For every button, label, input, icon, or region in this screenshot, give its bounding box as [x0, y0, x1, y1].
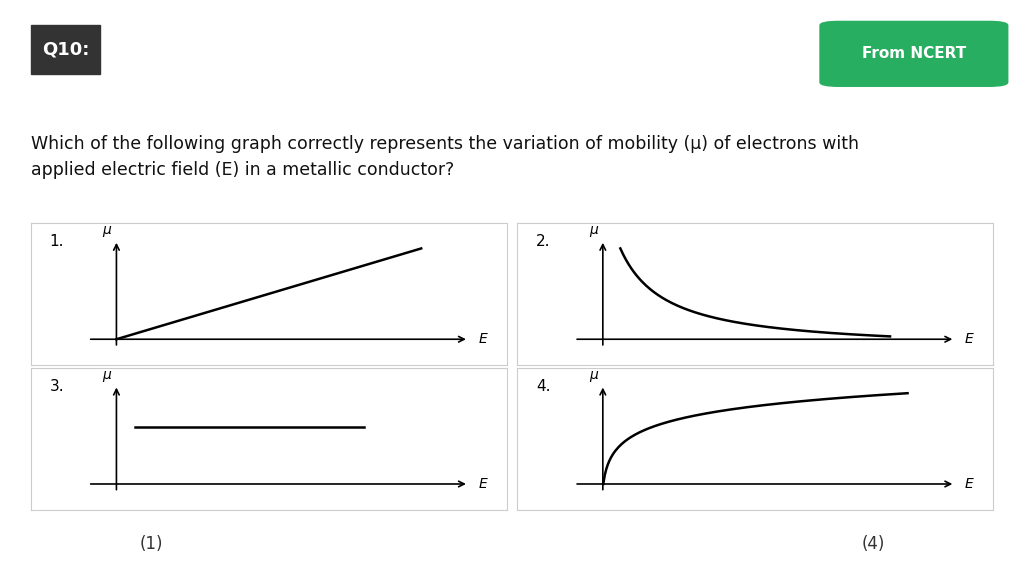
Text: μ: μ: [589, 223, 598, 237]
Text: 3.: 3.: [50, 379, 65, 394]
Text: Q10:: Q10:: [42, 41, 89, 59]
Text: 4.: 4.: [537, 379, 551, 394]
FancyBboxPatch shape: [820, 21, 1008, 86]
Text: E: E: [478, 332, 487, 346]
Text: (1): (1): [139, 535, 163, 554]
Text: Which of the following graph correctly represents the variation of mobility (μ) : Which of the following graph correctly r…: [31, 135, 859, 179]
Text: μ: μ: [589, 368, 598, 382]
FancyBboxPatch shape: [31, 25, 100, 74]
Text: μ: μ: [102, 223, 112, 237]
Text: E: E: [478, 477, 487, 491]
Text: (4): (4): [861, 535, 885, 554]
Text: μ: μ: [102, 368, 112, 382]
Text: 2.: 2.: [537, 234, 551, 250]
Text: E: E: [965, 477, 974, 491]
Text: 1.: 1.: [50, 234, 65, 250]
Text: (2): (2): [380, 535, 403, 554]
Text: From NCERT: From NCERT: [862, 46, 967, 61]
Text: (3): (3): [621, 535, 644, 554]
Text: E: E: [965, 332, 974, 346]
